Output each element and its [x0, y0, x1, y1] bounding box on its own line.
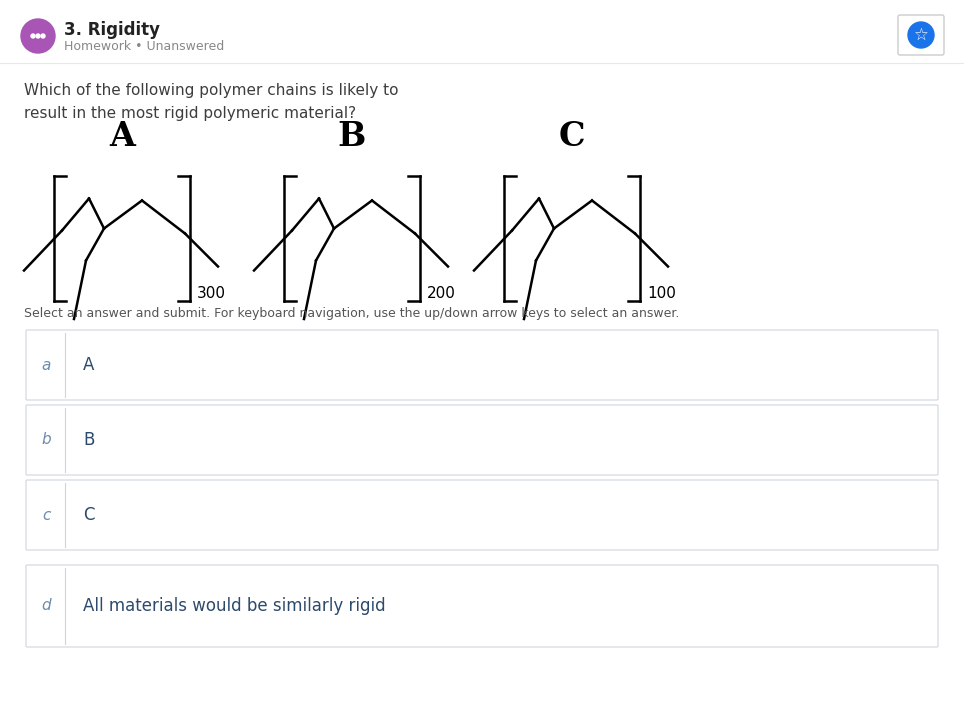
Text: A: A: [83, 356, 94, 374]
Text: A: A: [109, 120, 135, 153]
FancyBboxPatch shape: [26, 565, 938, 647]
FancyBboxPatch shape: [26, 480, 938, 550]
Text: C: C: [83, 506, 94, 524]
Text: d: d: [41, 598, 51, 614]
Circle shape: [41, 34, 45, 38]
Text: Which of the following polymer chains is likely to
result in the most rigid poly: Which of the following polymer chains is…: [24, 83, 398, 121]
FancyBboxPatch shape: [898, 15, 944, 55]
Text: 200: 200: [427, 286, 456, 301]
Circle shape: [908, 22, 934, 48]
Text: B: B: [337, 120, 366, 153]
Text: 3. Rigidity: 3. Rigidity: [64, 21, 160, 39]
Text: ☆: ☆: [914, 26, 928, 44]
Text: Select an answer and submit. For keyboard navigation, use the up/down arrow keys: Select an answer and submit. For keyboar…: [24, 307, 680, 321]
FancyBboxPatch shape: [26, 405, 938, 475]
Circle shape: [21, 19, 55, 53]
Circle shape: [36, 34, 40, 38]
Circle shape: [31, 34, 35, 38]
Text: a: a: [41, 358, 51, 373]
Text: B: B: [83, 431, 94, 449]
Text: All materials would be similarly rigid: All materials would be similarly rigid: [83, 597, 386, 615]
Text: c: c: [41, 508, 50, 523]
Text: Homework • Unanswered: Homework • Unanswered: [64, 40, 225, 53]
Text: 300: 300: [197, 286, 226, 301]
FancyBboxPatch shape: [26, 330, 938, 400]
Text: 100: 100: [647, 286, 676, 301]
Text: C: C: [559, 120, 585, 153]
Text: b: b: [41, 433, 51, 448]
